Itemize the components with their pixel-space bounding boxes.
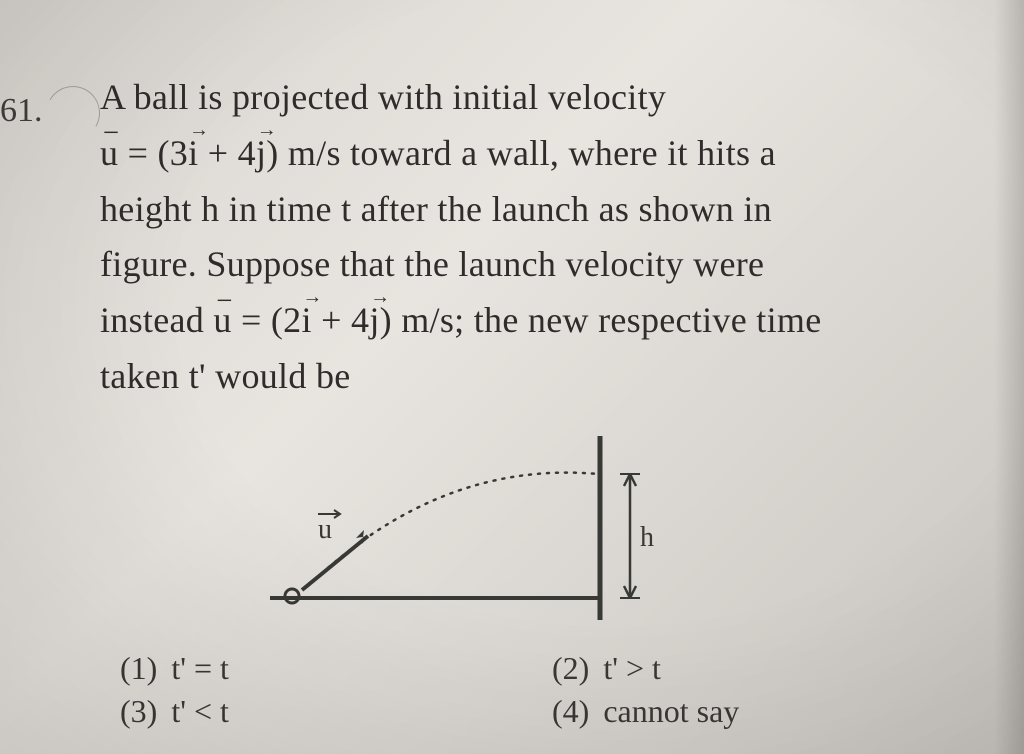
text-line-1: A ball is projected with initial velocit… bbox=[100, 70, 984, 126]
text-line-2: u = (3i + 4j) m/s toward a wall, where i… bbox=[100, 126, 984, 182]
option-3-num: (3) bbox=[120, 693, 157, 730]
i-hat: i bbox=[188, 126, 198, 182]
option-3-text: t' < t bbox=[171, 693, 229, 730]
page-container: 61. A ball is projected with initial vel… bbox=[0, 0, 1024, 750]
option-3: (3) t' < t bbox=[120, 693, 552, 730]
text-line-6: taken t' would be bbox=[100, 349, 984, 405]
j-hat-2: j bbox=[369, 293, 379, 349]
question-number: 61. bbox=[0, 92, 43, 130]
j-hat: j bbox=[256, 126, 266, 182]
option-4-num: (4) bbox=[552, 693, 589, 730]
option-4: (4) cannot say bbox=[552, 693, 984, 730]
figure-svg: u h bbox=[240, 430, 660, 630]
projectile-figure: u h bbox=[240, 430, 660, 630]
u-vector-symbol-2: u bbox=[213, 293, 231, 349]
option-4-text: cannot say bbox=[603, 693, 739, 730]
right-edge-shadow bbox=[994, 0, 1024, 754]
option-1: (1) t' = t bbox=[120, 650, 552, 687]
text-line-3: height h in time t after the launch as s… bbox=[100, 182, 984, 238]
u-label: u bbox=[318, 514, 332, 545]
options-grid: (1) t' = t (2) t' > t (3) t' < t (4) can… bbox=[120, 650, 984, 730]
i-hat-2: i bbox=[301, 293, 311, 349]
pencil-arc-mark bbox=[40, 80, 106, 146]
question-text: A ball is projected with initial velocit… bbox=[100, 70, 984, 405]
u-vector-symbol: u bbox=[100, 126, 118, 182]
option-2: (2) t' > t bbox=[552, 650, 984, 687]
trajectory-curve bbox=[308, 472, 598, 585]
option-2-num: (2) bbox=[552, 650, 589, 687]
text-line-5: instead u = (2i + 4j) m/s; the new respe… bbox=[100, 293, 984, 349]
option-1-text: t' = t bbox=[171, 650, 229, 687]
option-1-num: (1) bbox=[120, 650, 157, 687]
question-number-wrap: 61. bbox=[0, 92, 43, 130]
h-label: h bbox=[640, 522, 654, 553]
option-2-text: t' > t bbox=[603, 650, 661, 687]
